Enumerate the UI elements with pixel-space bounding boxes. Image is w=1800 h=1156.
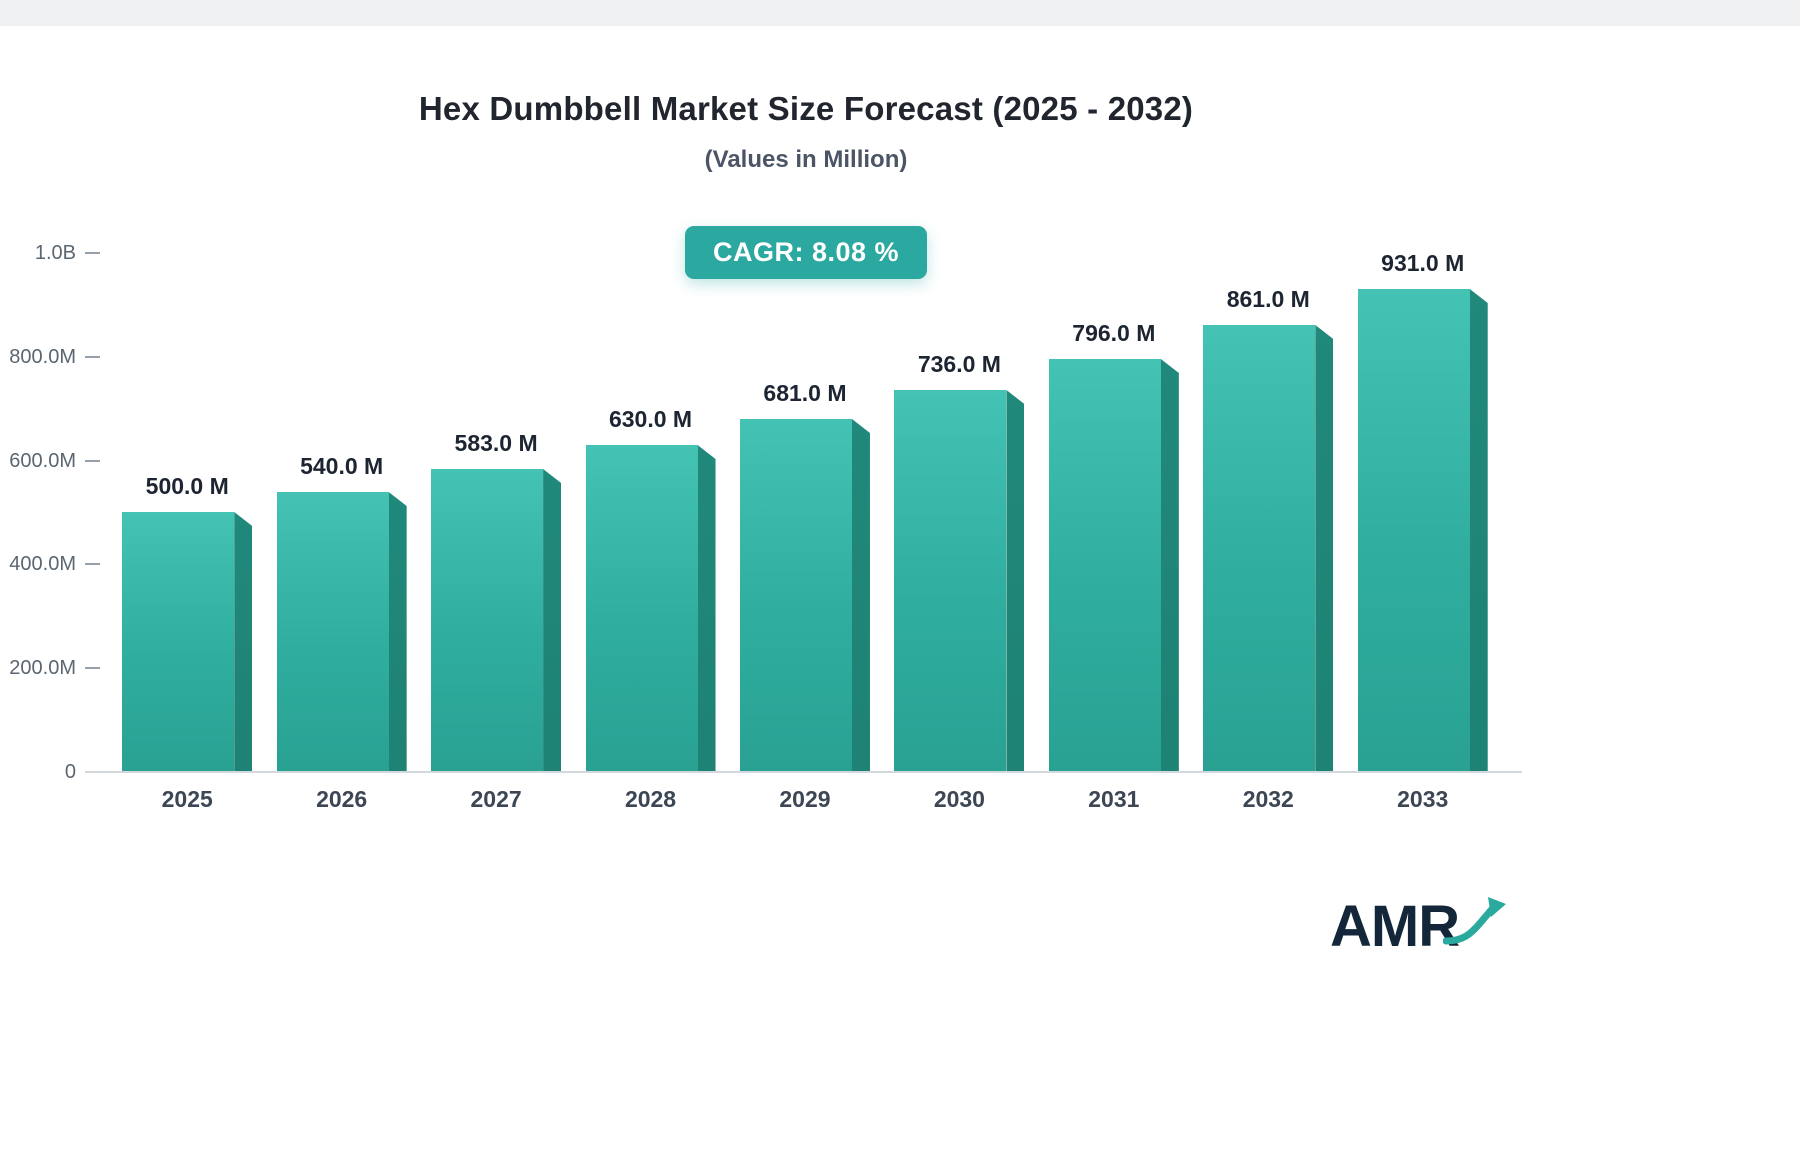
x-tick-label: 2028 <box>624 786 677 812</box>
bar-side-shadow <box>1469 289 1488 772</box>
bar-value-label: 630.0 M <box>608 406 693 432</box>
badge-row: CAGR: 8.08 % <box>0 226 1612 279</box>
bar-side-shadow <box>543 469 562 772</box>
x-axis-labels: 2025 2026 2027 2028 2029 2030 2031 2032 2033 <box>110 786 1500 813</box>
bar-slot: 861.0 M <box>1191 253 1345 772</box>
bar-slot: 796.0 M <box>1037 253 1191 772</box>
bar: 931.0 M <box>1357 250 1488 772</box>
bar-slot: 736.0 M <box>882 253 1036 772</box>
bar-value-label: 931.0 M <box>1381 250 1465 276</box>
cagr-badge: CAGR: 8.08 % <box>684 226 928 279</box>
bar: 630.0 M <box>585 406 716 772</box>
x-tick-label: 2032 <box>1242 786 1294 812</box>
y-tick-label: 800.0M <box>9 345 76 368</box>
bar-face <box>431 469 544 772</box>
x-tick-label: 2033 <box>1397 786 1449 812</box>
top-strip <box>0 0 1800 26</box>
bar-side-shadow <box>851 419 870 772</box>
y-axis: 0 200.0M 400.0M 600.0M 800.0M 1.0B <box>0 242 110 783</box>
bar: 540.0 M <box>276 453 407 772</box>
bar-side-shadow <box>388 492 407 772</box>
bar-face <box>1357 289 1470 772</box>
growth-arrow-icon <box>1443 896 1507 944</box>
bar-slot: 583.0 M <box>419 253 573 772</box>
bar: 681.0 M <box>739 380 870 772</box>
bar-side-shadow <box>234 512 253 772</box>
bar-face <box>894 390 1007 772</box>
plot-area: 500.0 M 540.0 M 583.0 M 630.0 M 681.0 M 736.0… <box>110 250 1500 772</box>
bar-slot: 931.0 M <box>1346 250 1500 772</box>
bar: 861.0 M <box>1203 286 1334 772</box>
y-tick-mark <box>85 563 100 566</box>
bar-side-shadow <box>1315 325 1334 772</box>
bar-slot: 681.0 M <box>728 253 882 772</box>
bar-face <box>276 492 389 772</box>
bar-slot: 500.0 M <box>110 253 264 772</box>
bar: 500.0 M <box>122 473 253 772</box>
chart-subtitle: (Values in Million) <box>704 146 908 173</box>
amr-logo: AMR <box>1330 893 1509 960</box>
bars-row: 500.0 M 540.0 M 583.0 M 630.0 M 681.0 M 736.0… <box>110 250 1500 772</box>
y-tick-mark <box>85 355 100 358</box>
bar: 736.0 M <box>894 351 1025 772</box>
chart-header: Hex Dumbbell Market Size Forecast (2025 … <box>0 90 1612 174</box>
bar-value-label: 796.0 M <box>1072 320 1156 346</box>
bar-value-label: 736.0 M <box>917 351 1001 377</box>
x-tick-label: 2025 <box>161 786 213 812</box>
bar-value-label: 500.0 M <box>145 473 229 499</box>
chart-title: Hex Dumbbell Market Size Forecast (2025 … <box>418 90 1194 127</box>
bar-value-label: 861.0 M <box>1226 286 1310 312</box>
x-axis-line <box>85 771 1522 773</box>
y-tick-mark <box>85 252 100 254</box>
bar-value-label: 540.0 M <box>300 453 384 479</box>
bar-face <box>122 512 235 772</box>
y-tick-label: 600.0M <box>9 449 76 472</box>
bar-side-shadow <box>697 445 716 772</box>
bar-value-label: 583.0 M <box>454 430 538 456</box>
x-tick-label: 2031 <box>1088 786 1140 812</box>
bar-face <box>1048 359 1161 772</box>
bar-face <box>739 419 852 772</box>
y-tick-label: 1.0B <box>34 242 76 264</box>
y-tick-mark <box>85 459 100 462</box>
x-tick-label: 2027 <box>470 786 522 812</box>
bar: 796.0 M <box>1048 320 1179 772</box>
bar-side-shadow <box>1160 359 1179 772</box>
y-tick-mark <box>85 667 100 670</box>
y-tick-label: 0 <box>64 761 76 783</box>
x-tick-label: 2029 <box>779 786 831 812</box>
y-tick-label: 400.0M <box>9 553 76 576</box>
bar-value-label: 681.0 M <box>763 380 847 406</box>
bar-slot: 630.0 M <box>573 253 727 772</box>
x-tick-label: 2026 <box>316 786 368 812</box>
bar-face <box>585 445 698 772</box>
bar-face <box>1203 325 1316 772</box>
bar-side-shadow <box>1006 390 1025 772</box>
bar-slot: 540.0 M <box>264 253 418 772</box>
y-tick-label: 200.0M <box>9 657 76 680</box>
amr-logo-text: AMR <box>1330 894 1460 959</box>
bar: 583.0 M <box>431 430 562 772</box>
x-tick-label: 2030 <box>933 786 985 812</box>
